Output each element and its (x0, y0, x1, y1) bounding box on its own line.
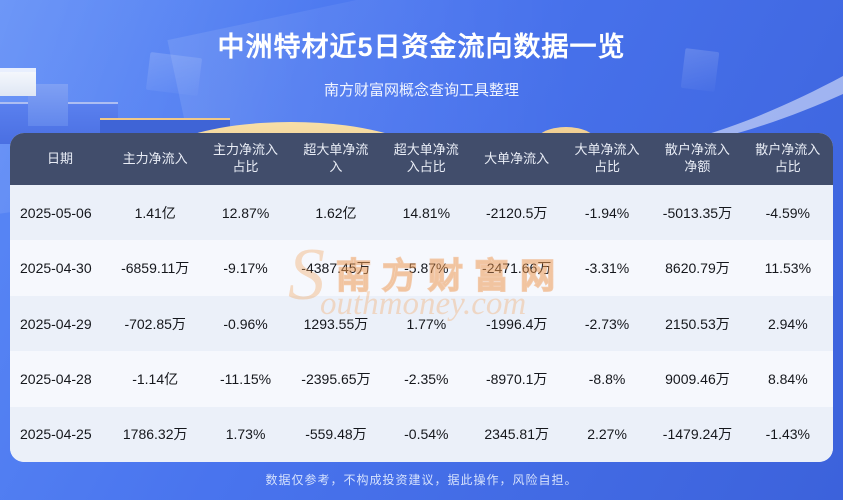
value-cell: -6859.11万 (121, 260, 190, 277)
value-cell: 9009.46万 (665, 370, 730, 387)
value-cell: -1.14亿 (132, 370, 179, 387)
column-header: 超大单净流 入占比 (393, 142, 459, 174)
value-cell: 1.62亿 (315, 204, 357, 221)
column-header: 大单净流入 (484, 150, 550, 166)
value-cell: -2.73% (584, 315, 630, 332)
table-body: 2025-05-06 1.41亿 12.87% 1.62亿 14.81% -2120.5万… (10, 185, 833, 462)
value-cell: 2.27% (587, 426, 627, 443)
value-cell: 11.53% (764, 260, 812, 277)
column-header: 大单净流入 占比 (574, 142, 640, 174)
date-cell: 2025-04-25 (20, 426, 92, 443)
column-header: 散户净流入 净额 (664, 142, 730, 174)
table-row: 2025-04-25 1786.32万 1.73% -559.48万 -0.54% 234… (10, 406, 833, 462)
table-header-row: 日期 主力净流入 主力净流入 占比 超大单净流 入超大单净流 入占比 大单净流入 大单净流… (10, 133, 833, 185)
value-cell: 12.87% (221, 204, 270, 221)
value-cell: 1.77% (406, 315, 447, 332)
footer-disclaimer: 数据仅参考，不构成投资建议，据此操作，风险自担。 (265, 473, 578, 487)
page-subtitle: 南方财富网概念查询工具整理 (323, 82, 519, 99)
value-cell: 14.81% (402, 204, 451, 221)
value-cell: -5013.35万 (662, 204, 733, 221)
value-cell: -11.15% (220, 370, 272, 387)
table-row: 2025-04-29 -702.85万 -0.96% 1293.55万 1.77% -19… (10, 295, 833, 352)
column-header: 主力净流入 (122, 150, 188, 166)
date-cell: 2025-04-29 (20, 315, 92, 332)
date-cell: 2025-04-30 (20, 260, 92, 277)
column-header: 主力净流入 占比 (213, 142, 279, 174)
value-cell: -4387.45万 (301, 260, 371, 277)
value-cell: -1996.4万 (485, 315, 548, 332)
value-cell: -0.96% (223, 315, 268, 332)
column-header: 散户净流入 占比 (755, 142, 821, 174)
table-row: 2025-04-28 -1.14亿 -11.15% -2395.65万 -2.35% -8… (10, 351, 833, 407)
page-title: 中洲特材近5日资金流向数据一览 (217, 32, 626, 62)
date-cell: 2025-04-28 (20, 370, 92, 387)
value-cell: -9.17% (223, 260, 268, 277)
value-cell: 1786.32万 (122, 426, 188, 443)
value-cell: 1.73% (225, 426, 266, 443)
column-header: 日期 (46, 150, 73, 166)
date-cell: 2025-05-06 (20, 204, 92, 221)
value-cell: 1293.55万 (303, 315, 369, 332)
column-header: 超大单净流 入 (303, 142, 369, 174)
value-cell: 2.94% (767, 315, 808, 332)
value-cell: -702.85万 (124, 315, 186, 332)
value-cell: -8970.1万 (485, 370, 548, 387)
value-cell: -2120.5万 (485, 204, 548, 221)
fund-flow-table: 日期 主力净流入 主力净流入 占比 超大单净流 入超大单净流 入占比 大单净流入 大单净流… (10, 133, 833, 462)
table-row: 2025-04-30 -6859.11万 -9.17% -4387.45万 -5.87%… (10, 240, 833, 296)
podium-top-block (0, 72, 36, 96)
value-cell: -8.8% (588, 370, 626, 387)
value-cell: -1.43% (765, 426, 810, 443)
value-cell: -2.35% (404, 370, 449, 387)
table-row: 2025-05-06 1.41亿 12.87% 1.62亿 14.81% -2120.5万… (10, 185, 833, 241)
value-cell: -5.87% (404, 260, 449, 277)
value-cell: -0.54% (404, 426, 449, 443)
value-cell: -4.59% (765, 204, 810, 221)
value-cell: -1479.24万 (662, 426, 733, 443)
value-cell: -1.94% (584, 204, 630, 221)
value-cell: 2345.81万 (484, 426, 549, 443)
value-cell: 8620.79万 (665, 260, 730, 277)
value-cell: -2395.65万 (301, 370, 371, 387)
value-cell: -559.48万 (305, 426, 367, 443)
value-cell: -3.31% (584, 260, 630, 277)
value-cell: 2150.53万 (665, 315, 730, 332)
value-cell: 1.41亿 (134, 204, 176, 221)
value-cell: 8.84% (767, 370, 808, 387)
value-cell: -2471.66万 (482, 260, 552, 277)
